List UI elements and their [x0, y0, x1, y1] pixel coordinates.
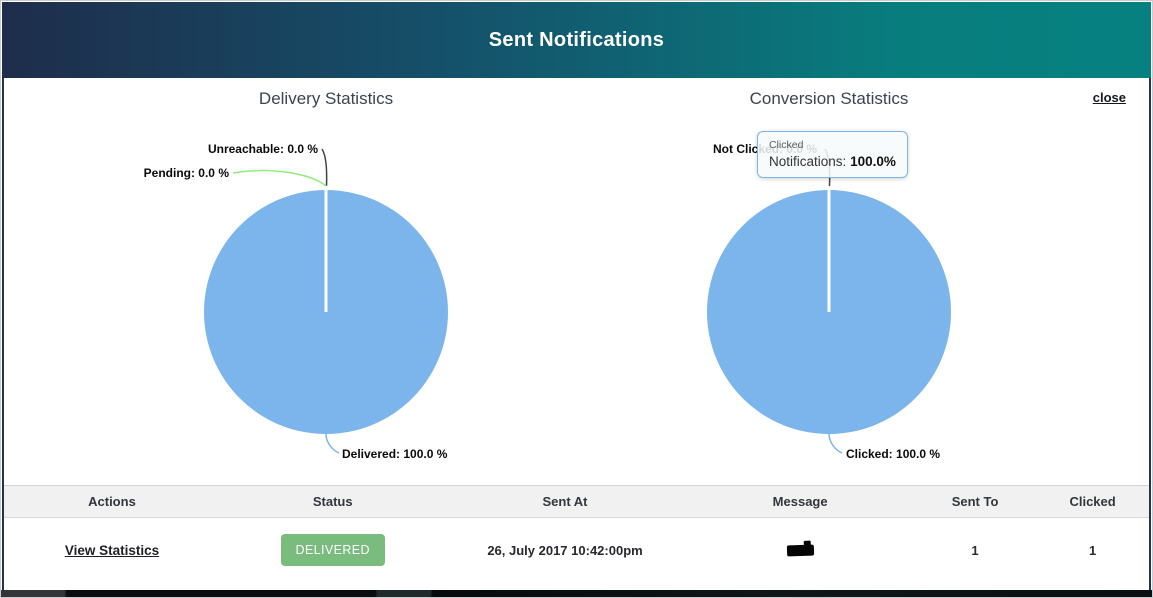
delivered-data-label: Delivered: 100.0 %: [342, 447, 448, 461]
conversion-chart-title: Conversion Statistics: [749, 89, 909, 108]
clicked-count: 1: [1088, 542, 1097, 558]
column-header-clicked: Clicked: [1069, 494, 1116, 509]
column-header-sent-at: Sent At: [542, 494, 588, 509]
conversion-pie-slice-clicked[interactable]: [707, 190, 951, 434]
chart-tooltip: Clicked Notifications: 100.0%: [757, 131, 908, 178]
delivered-connector-line: [325, 433, 340, 454]
tooltip-series-name: Clicked: [769, 139, 804, 151]
unreachable-connector-line: [321, 148, 328, 187]
tooltip-value: 100.0%: [850, 154, 896, 169]
message-redacted-scribble: [786, 544, 814, 556]
delivery-pie-slice-delivered[interactable]: [204, 190, 448, 434]
column-header-sent-to: Sent To: [951, 494, 999, 509]
unreachable-data-label: Unreachable: 0.0 %: [207, 142, 318, 156]
column-header-message: Message: [772, 494, 828, 509]
modal-header: Sent Notifications: [2, 2, 1151, 78]
pending-data-label: Pending: 0.0 %: [143, 166, 229, 180]
status-badge: DELIVERED: [280, 534, 385, 566]
sent-at-value: 26, July 2017 10:42:00pm: [487, 542, 643, 558]
modal-title: Sent Notifications: [488, 28, 665, 51]
tooltip-value-line: Notifications: 100.0%: [769, 154, 896, 169]
clicked-connector-line: [828, 433, 843, 454]
background-page-edge: [1, 590, 1152, 597]
table-header-row: Actions Status Sent At Message Sent To C…: [3, 485, 1150, 518]
delivery-chart-title: Delivery Statistics: [258, 89, 394, 108]
column-header-status: Status: [312, 494, 353, 509]
view-statistics-link[interactable]: View Statistics: [64, 542, 160, 558]
tooltip-label: Notifications:: [769, 154, 847, 169]
sent-to-count: 1: [971, 542, 979, 558]
table-row: View Statistics DELIVERED 26, July 2017 …: [3, 518, 1150, 582]
pending-connector-line: [232, 169, 327, 187]
column-header-actions: Actions: [88, 494, 136, 509]
close-link[interactable]: close: [1092, 90, 1126, 105]
clicked-data-label: Clicked: 100.0 %: [846, 447, 941, 461]
